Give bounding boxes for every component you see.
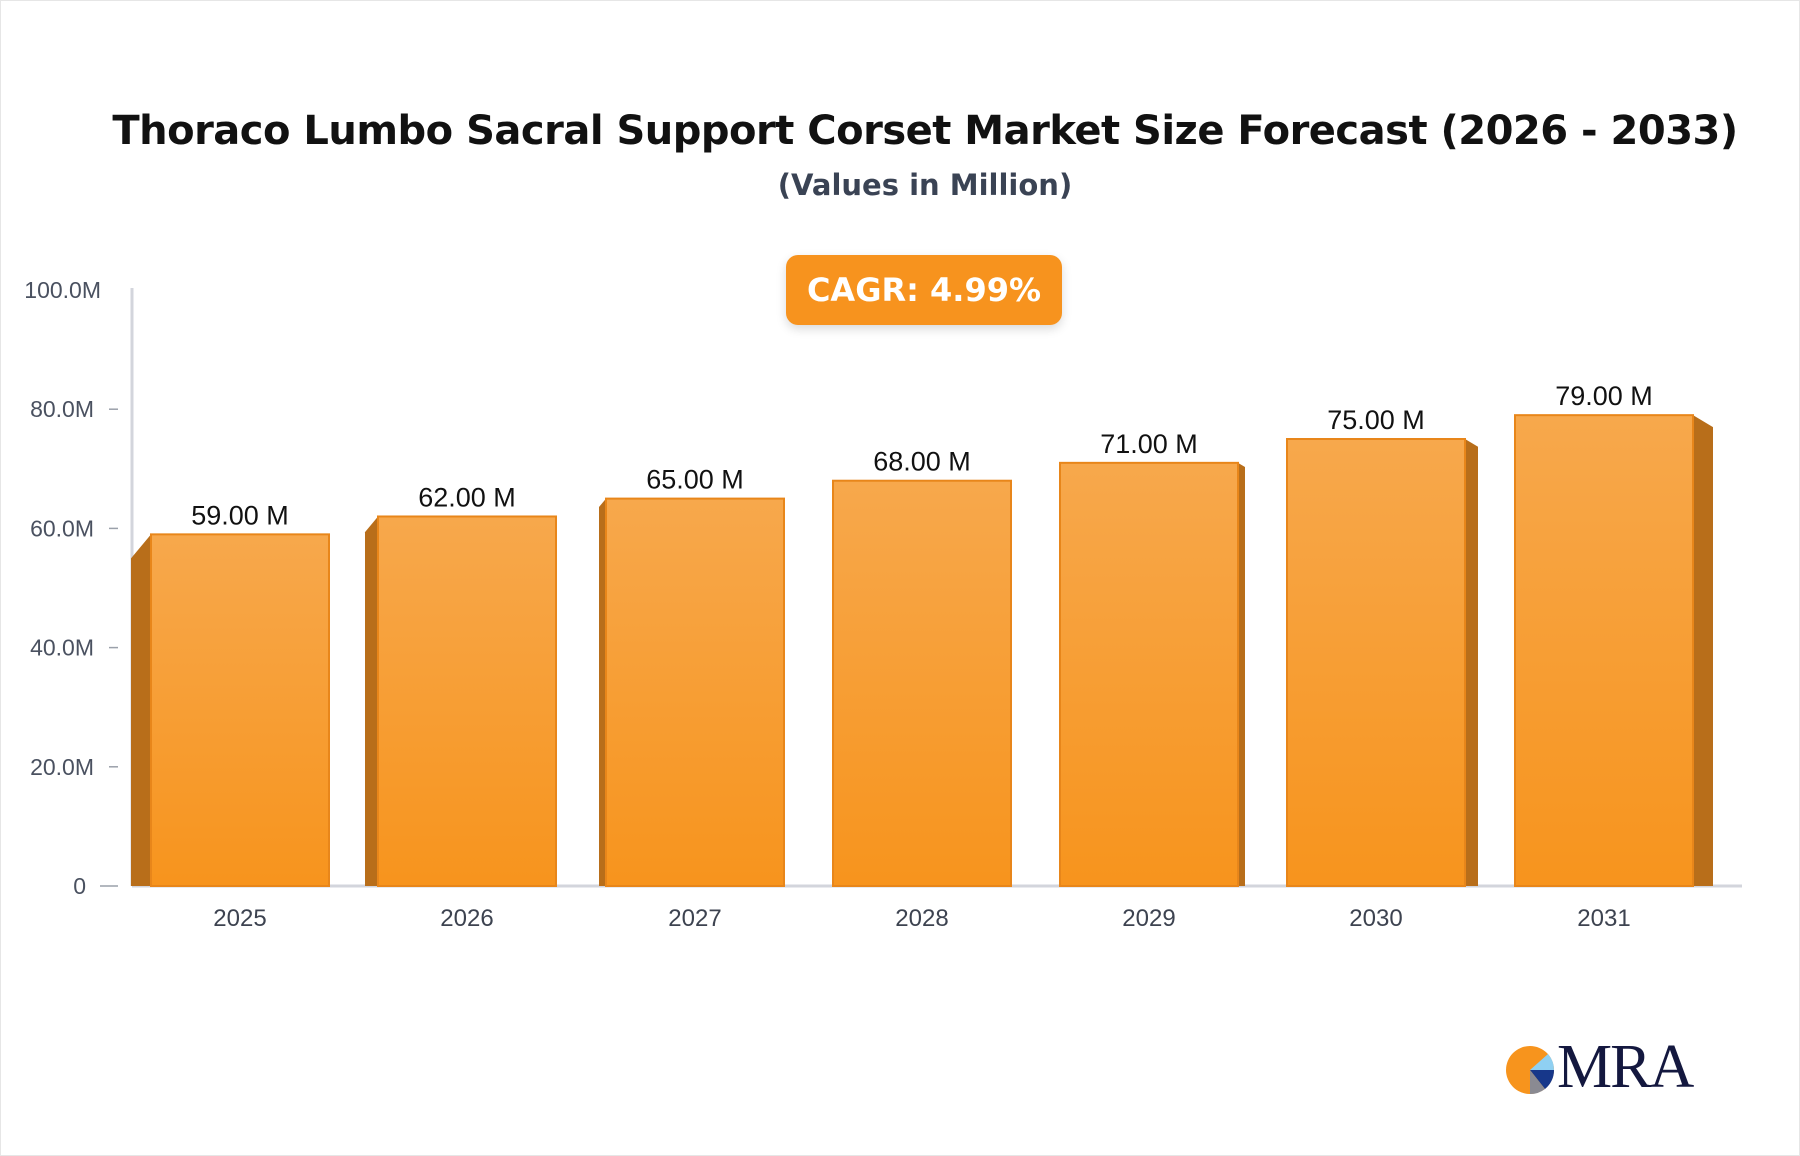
- bar-side: [365, 516, 378, 886]
- data-label: 79.00 M: [1555, 381, 1653, 411]
- data-label: 75.00 M: [1327, 405, 1425, 435]
- pie-logo-icon: [1506, 1046, 1555, 1095]
- data-label: 65.00 M: [646, 465, 744, 495]
- chart-subtitle: (Values in Million): [777, 168, 1073, 202]
- chart-title: Thoraco Lumbo Sacral Support Corset Mark…: [112, 108, 1738, 154]
- bar: [1059, 461, 1239, 887]
- x-tick-label: 2026: [440, 905, 493, 932]
- bar: [605, 497, 785, 887]
- mra-logo: MRA: [1505, 1033, 1695, 1101]
- bar-side: [1693, 415, 1713, 886]
- x-tick-label: 2027: [668, 905, 721, 932]
- bar: [1286, 438, 1466, 887]
- y-tick-label: 80.0M: [30, 396, 94, 422]
- data-label: 71.00 M: [1100, 429, 1198, 459]
- x-tick-label: 2029: [1122, 905, 1175, 932]
- x-tick-label: 2031: [1577, 905, 1630, 932]
- y-tick-label: 0: [73, 873, 86, 899]
- x-tick-label: 2025: [213, 905, 266, 932]
- bar-side: [1465, 439, 1478, 886]
- bar: [150, 533, 330, 887]
- y-tick-label: 60.0M: [30, 515, 94, 541]
- data-label: 68.00 M: [873, 447, 971, 477]
- x-tick-label: 2028: [895, 905, 948, 932]
- data-label: 62.00 M: [418, 482, 516, 512]
- bar: [832, 479, 1012, 887]
- cagr-badge: CAGR: 4.99%: [786, 255, 1062, 325]
- y-tick-label: 20.0M: [30, 754, 94, 780]
- data-label: 59.00 M: [191, 500, 289, 530]
- x-tick-label: 2030: [1349, 905, 1402, 932]
- y-tick-label: 100.0M: [24, 277, 101, 303]
- logo-text: MRA: [1557, 1033, 1694, 1101]
- y-tick-label: 40.0M: [30, 635, 94, 661]
- bar-side: [131, 534, 151, 886]
- bar: [377, 515, 557, 887]
- bar-side: [599, 498, 606, 886]
- bar: [1514, 414, 1694, 887]
- bar-side: [1238, 462, 1245, 886]
